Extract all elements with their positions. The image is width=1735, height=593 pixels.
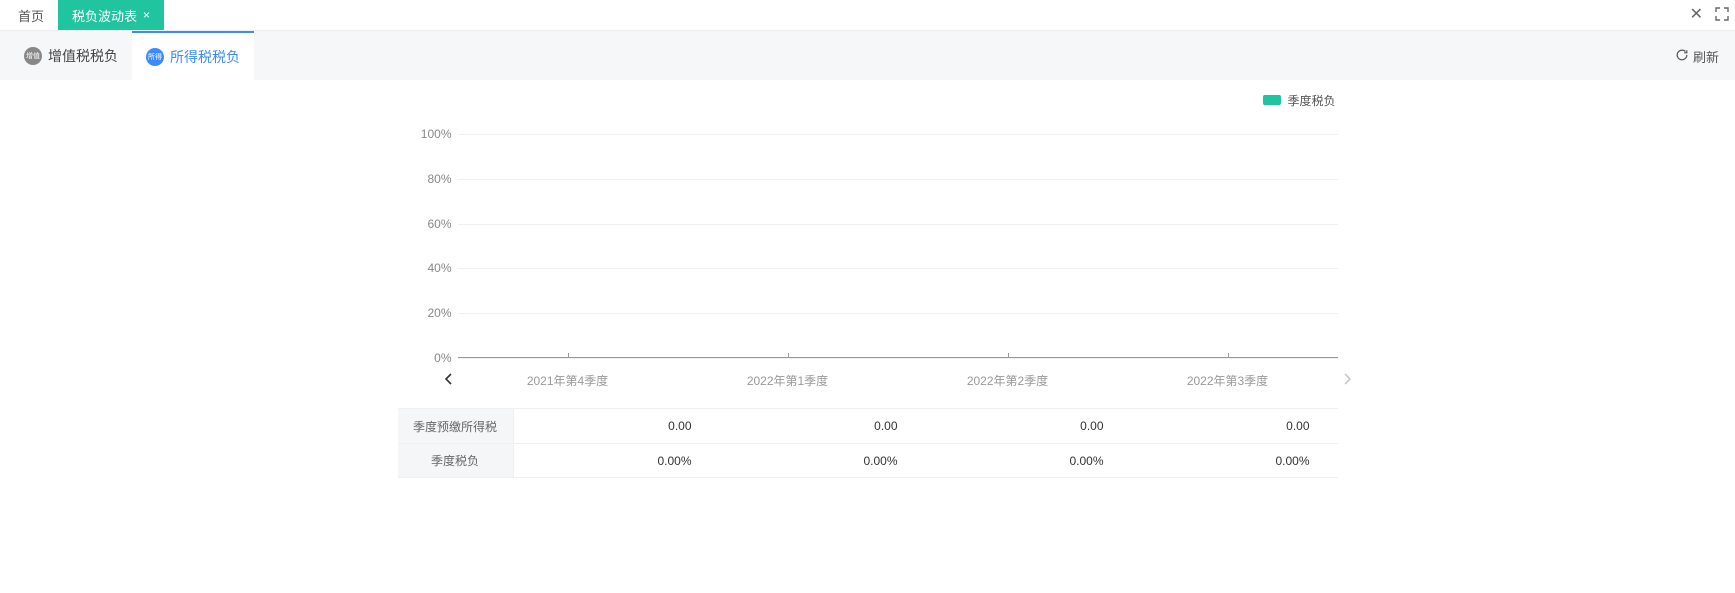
x-tick-label: 2022年第1季度	[747, 372, 828, 389]
fullscreen-icon[interactable]	[1715, 7, 1729, 23]
cell: 0.00%	[926, 454, 1132, 468]
x-tick-label: 2022年第2季度	[967, 372, 1048, 389]
x-tick-label: 2021年第4季度	[527, 372, 608, 389]
y-tick-label: 40%	[412, 261, 452, 275]
gridline	[458, 179, 1338, 180]
x-tick	[568, 353, 569, 358]
top-nav: 首页 税负波动表 × ✕	[0, 0, 1735, 30]
tab-label: 税负波动表	[72, 6, 137, 25]
x-tick	[1008, 353, 1009, 358]
x-tick-label: 2022年第3季度	[1187, 372, 1268, 389]
legend-swatch	[1263, 95, 1281, 105]
chevron-right-icon[interactable]	[1342, 372, 1352, 388]
cell: 0.00	[514, 419, 720, 433]
cell: 0.00	[1132, 419, 1338, 433]
subtab-vat[interactable]: 增值 增值税税负	[10, 31, 132, 80]
row-header: 季度预缴所得税	[398, 409, 514, 443]
x-tick	[1228, 353, 1229, 358]
y-tick-label: 20%	[412, 306, 452, 320]
cell: 0.00	[926, 419, 1132, 433]
gridline	[458, 224, 1338, 225]
gridline	[458, 268, 1338, 269]
close-all-icon[interactable]: ✕	[1690, 7, 1703, 23]
refresh-icon	[1675, 48, 1689, 65]
gridline	[458, 358, 1338, 359]
refresh-label: 刷新	[1693, 47, 1719, 66]
row-header: 季度税负	[398, 444, 514, 477]
close-icon[interactable]: ×	[143, 9, 150, 21]
y-tick-label: 60%	[412, 217, 452, 231]
table-row: 季度税负0.00%0.00%0.00%0.00%	[398, 443, 1338, 477]
subtab-label: 增值税税负	[48, 46, 118, 66]
tab-label: 首页	[18, 6, 44, 25]
tab-tax-fluctuation[interactable]: 税负波动表 ×	[58, 0, 164, 30]
x-axis-labels: 2021年第4季度 2022年第1季度 2022年第2季度 2022年第3季度	[458, 370, 1338, 394]
y-tick-label: 80%	[412, 172, 452, 186]
cell: 0.00%	[514, 454, 720, 468]
cell: 0.00%	[1132, 454, 1338, 468]
tab-home[interactable]: 首页	[4, 0, 58, 30]
legend-label: 季度税负	[1287, 92, 1335, 109]
y-tick-label: 100%	[412, 127, 452, 141]
cell: 0.00%	[720, 454, 926, 468]
subtab-income-tax[interactable]: 所得 所得税税负	[132, 31, 254, 80]
chart-legend: 季度税负	[398, 90, 1338, 110]
data-table: 季度预缴所得税0.000.000.000.00季度税负0.00%0.00%0.0…	[398, 408, 1338, 478]
vat-badge-icon: 增值	[24, 47, 42, 65]
subtab-label: 所得税税负	[170, 47, 240, 67]
chart-container: 季度税负 0%20%40%60%80%100% 2021年第4季度2022年第1…	[398, 90, 1338, 478]
sub-tab-bar: 增值 增值税税负 所得 所得税税负 刷新	[0, 30, 1735, 80]
refresh-button[interactable]: 刷新	[1675, 31, 1719, 81]
gridline	[458, 134, 1338, 135]
chevron-left-icon[interactable]	[444, 372, 454, 388]
table-row: 季度预缴所得税0.000.000.000.00	[398, 409, 1338, 443]
gridline	[458, 313, 1338, 314]
chart-plot-area: 0%20%40%60%80%100%	[458, 110, 1338, 370]
cell: 0.00	[720, 419, 926, 433]
y-tick-label: 0%	[412, 351, 452, 365]
top-right-controls: ✕	[1690, 0, 1729, 30]
x-tick	[788, 353, 789, 358]
income-badge-icon: 所得	[146, 48, 164, 66]
